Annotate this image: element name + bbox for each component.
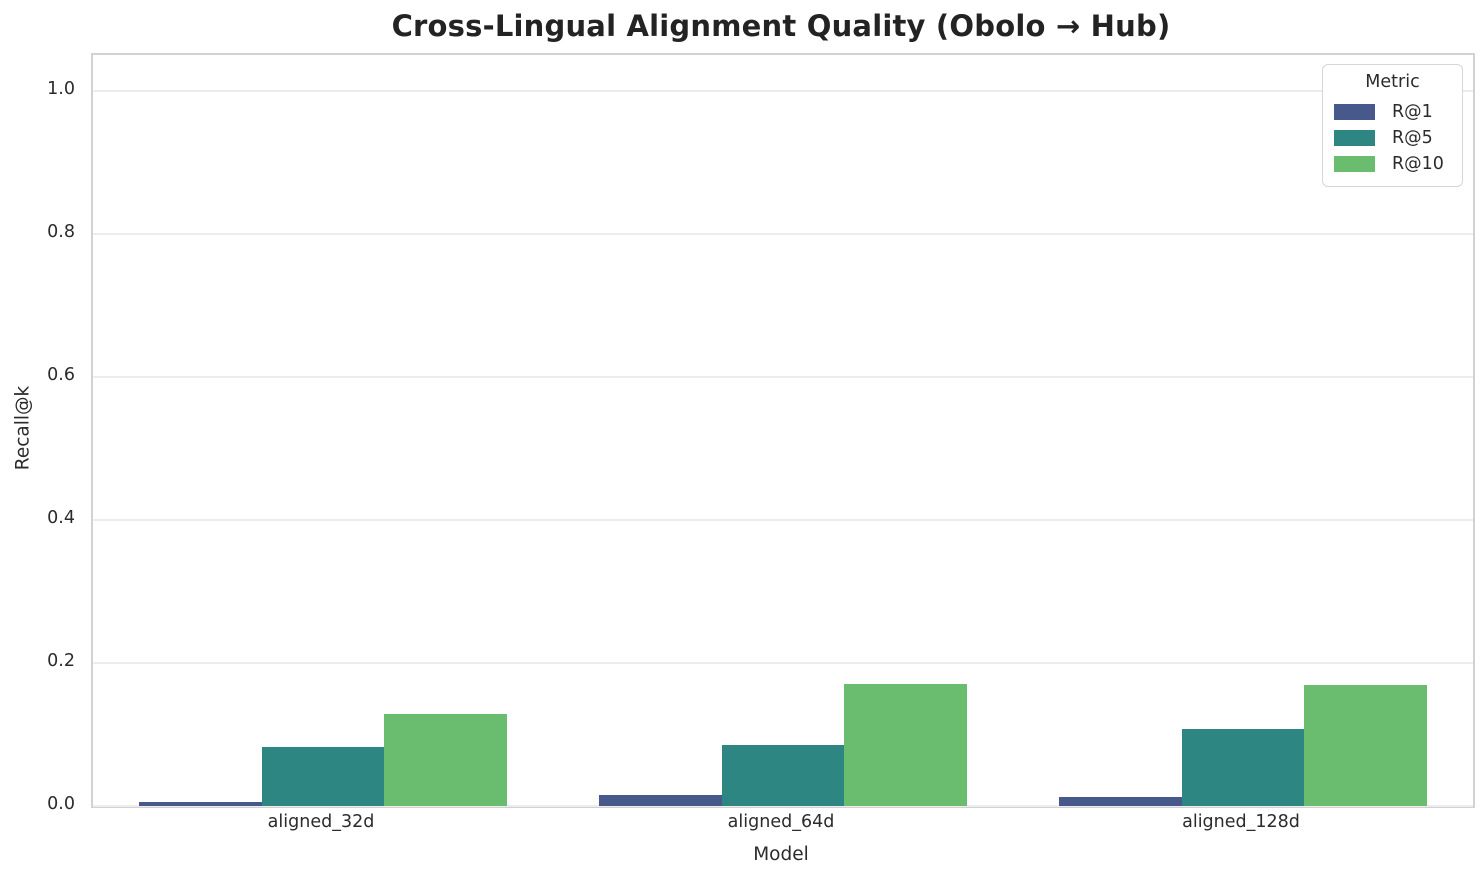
bar-R@5-aligned_128d: [1181, 729, 1305, 806]
bar-R@5-aligned_64d: [721, 744, 845, 806]
legend-swatch-R@1: [1334, 104, 1375, 120]
legend-item: R@10: [1323, 151, 1462, 177]
y-tick-label: 0.6: [47, 364, 75, 385]
legend-label: R@10: [1392, 154, 1444, 174]
gridline: [93, 661, 1473, 664]
legend-title: Metric: [1365, 72, 1420, 92]
legend-label: R@5: [1392, 128, 1433, 148]
bar-R@10-aligned_128d: [1304, 685, 1427, 806]
bar-R@1-aligned_128d: [1059, 797, 1182, 806]
legend-items: R@1 R@5 R@10: [1323, 99, 1462, 177]
plot-area: Metric R@1 R@5 R@10: [91, 53, 1475, 808]
y-tick-label: 0.0: [47, 794, 75, 814]
legend-item: R@1: [1323, 99, 1462, 125]
y-tick-labels: 0.0 0.2 0.4 0.6 0.8 1.0: [0, 53, 83, 814]
bar-R@10-aligned_64d: [844, 683, 967, 806]
x-tick-label: aligned_128d: [1182, 812, 1300, 832]
gridline: [93, 232, 1473, 235]
bar-R@10-aligned_32d: [384, 713, 507, 806]
y-tick-label: 0.2: [47, 650, 75, 671]
legend-swatch-R@10: [1334, 156, 1375, 172]
bar-R@5-aligned_32d: [261, 746, 385, 806]
x-tick-label: aligned_64d: [727, 812, 835, 832]
y-tick-label: 1.0: [47, 78, 75, 99]
legend-item: R@5: [1323, 125, 1462, 151]
gridline: [93, 375, 1473, 378]
gridline: [93, 89, 1473, 92]
legend-label: R@1: [1392, 102, 1433, 122]
y-tick-label: 0.8: [47, 221, 75, 242]
bar-R@1-aligned_64d: [599, 795, 722, 806]
chart-title: Cross-Lingual Alignment Quality (Obolo →…: [391, 9, 1171, 43]
x-tick-label: aligned_32d: [267, 812, 375, 832]
legend: Metric R@1 R@5 R@10: [1322, 64, 1463, 187]
gridline: [93, 518, 1473, 521]
legend-swatch-R@5: [1334, 130, 1375, 146]
x-axis-label: Model: [753, 844, 809, 865]
bar-R@1-aligned_32d: [139, 801, 262, 806]
y-tick-label: 0.4: [47, 507, 75, 528]
gridline: [93, 805, 1473, 807]
x-tick-labels: aligned_32d aligned_64d aligned_128d: [91, 812, 1471, 838]
